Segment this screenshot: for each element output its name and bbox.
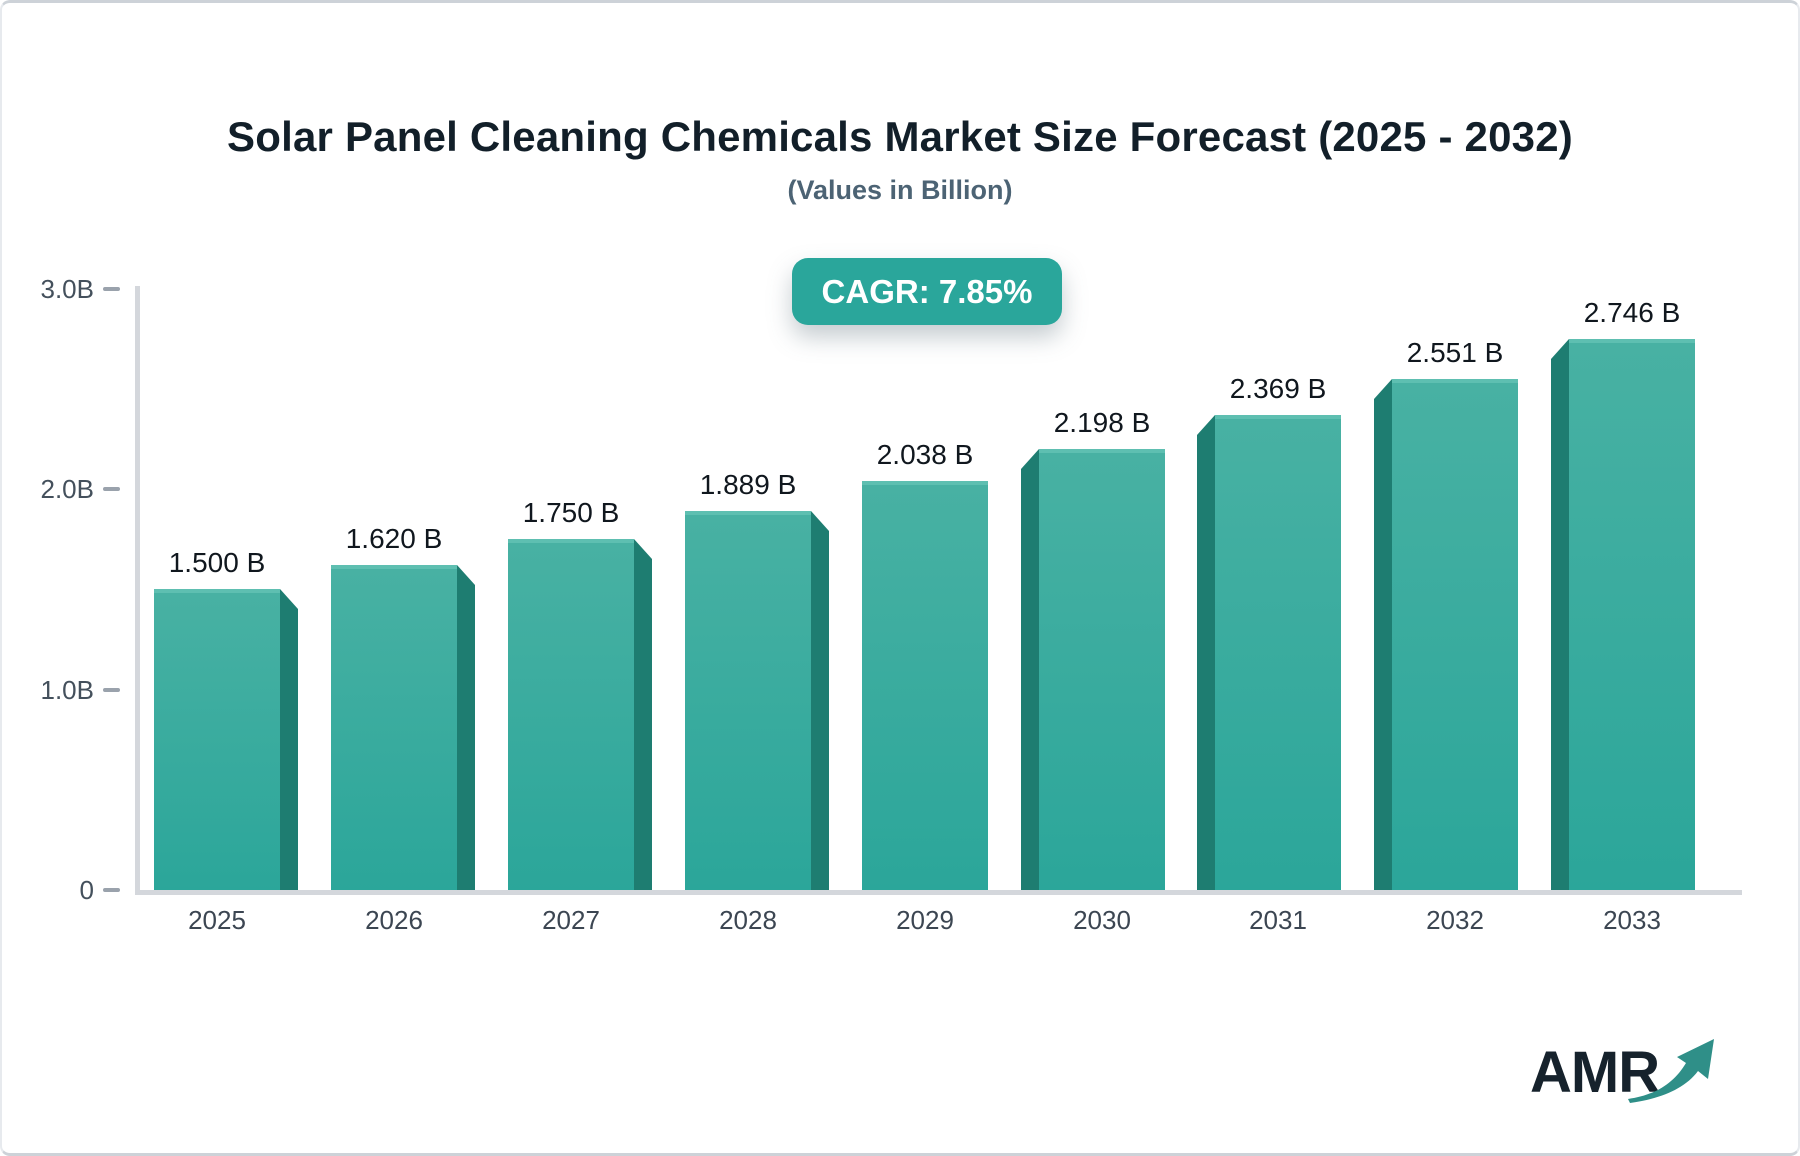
bar-value-label: 2.198 B <box>1053 407 1151 438</box>
x-tick-label: 2029 <box>896 905 954 935</box>
cagr-badge: CAGR: 7.85% <box>792 258 1062 325</box>
y-tick-dash <box>103 286 120 291</box>
y-axis-line <box>135 286 140 895</box>
bar-side-face <box>280 589 298 890</box>
y-tick-label: 1.0B <box>40 674 95 705</box>
cagr-badge-label: CAGR: 7.85% <box>821 272 1033 310</box>
bar: 2.369 B <box>1197 373 1341 890</box>
amr-logo-text: AMR <box>1530 1040 1660 1105</box>
bar: 1.889 B <box>685 469 829 890</box>
plot-area: 0 1.0B 2.0B 3.0B 1.500 B 2025 1.620 B 2026 1.750… <box>2 3 1798 1153</box>
x-tick-label: 2030 <box>1073 905 1131 935</box>
chart-title: Solar Panel Cleaning Chemicals Market Si… <box>227 113 1573 160</box>
bar-side-face <box>634 539 652 890</box>
bar-value-label: 2.746 B <box>1583 297 1681 328</box>
x-tick-label: 2033 <box>1603 905 1661 935</box>
bar-face <box>331 565 457 890</box>
bar-value-label: 1.620 B <box>345 523 443 554</box>
x-tick-label: 2025 <box>188 905 246 935</box>
bar-value-label: 2.551 B <box>1406 337 1504 368</box>
bar-side-face <box>1021 449 1039 890</box>
bar-value-label: 2.369 B <box>1229 373 1327 404</box>
bar-face <box>1392 379 1518 890</box>
bar: 2.746 B <box>1551 297 1695 890</box>
bar-face <box>508 539 634 890</box>
x-tick-label: 2032 <box>1426 905 1484 935</box>
x-tick-label: 2028 <box>719 905 777 935</box>
bar-face <box>862 481 988 890</box>
x-tick-label: 2026 <box>365 905 423 935</box>
bar-face <box>154 589 280 890</box>
bar-side-face <box>1374 379 1392 890</box>
y-tick-dash <box>103 687 120 692</box>
bar-value-label: 2.038 B <box>876 439 974 470</box>
amr-logo: AMR <box>1530 1033 1720 1113</box>
bar-face <box>685 511 811 890</box>
bar-side-face <box>1551 339 1569 890</box>
bar-side-face <box>811 511 829 890</box>
growth-arrow-icon <box>1628 1039 1714 1103</box>
bar: 1.500 B <box>154 547 298 890</box>
bar-value-label: 1.750 B <box>522 497 620 528</box>
bar-side-face <box>457 565 475 890</box>
y-tick-label: 3.0B <box>40 273 95 304</box>
chart-subtitle: (Values in Billion) <box>787 175 1013 205</box>
bar: 2.551 B <box>1374 337 1518 890</box>
bar: 2.198 B <box>1021 407 1165 890</box>
bar-face <box>1569 339 1695 890</box>
y-tick-label: 0 <box>79 875 94 905</box>
bar-value-label: 1.500 B <box>168 547 266 578</box>
y-tick-dash <box>103 487 120 491</box>
bar: 2.038 B <box>862 439 988 890</box>
x-axis-line <box>135 890 1742 895</box>
x-tick-label: 2031 <box>1249 905 1307 935</box>
bar-side-face <box>1197 415 1215 890</box>
y-tick-dash <box>103 888 120 892</box>
bar-face <box>1215 415 1341 890</box>
bar: 1.750 B <box>508 497 652 890</box>
bar-value-label: 1.889 B <box>699 469 797 500</box>
y-tick-label: 2.0B <box>40 474 95 504</box>
bar-face <box>1039 449 1165 890</box>
bar: 1.620 B <box>331 523 475 890</box>
x-tick-label: 2027 <box>542 905 600 935</box>
